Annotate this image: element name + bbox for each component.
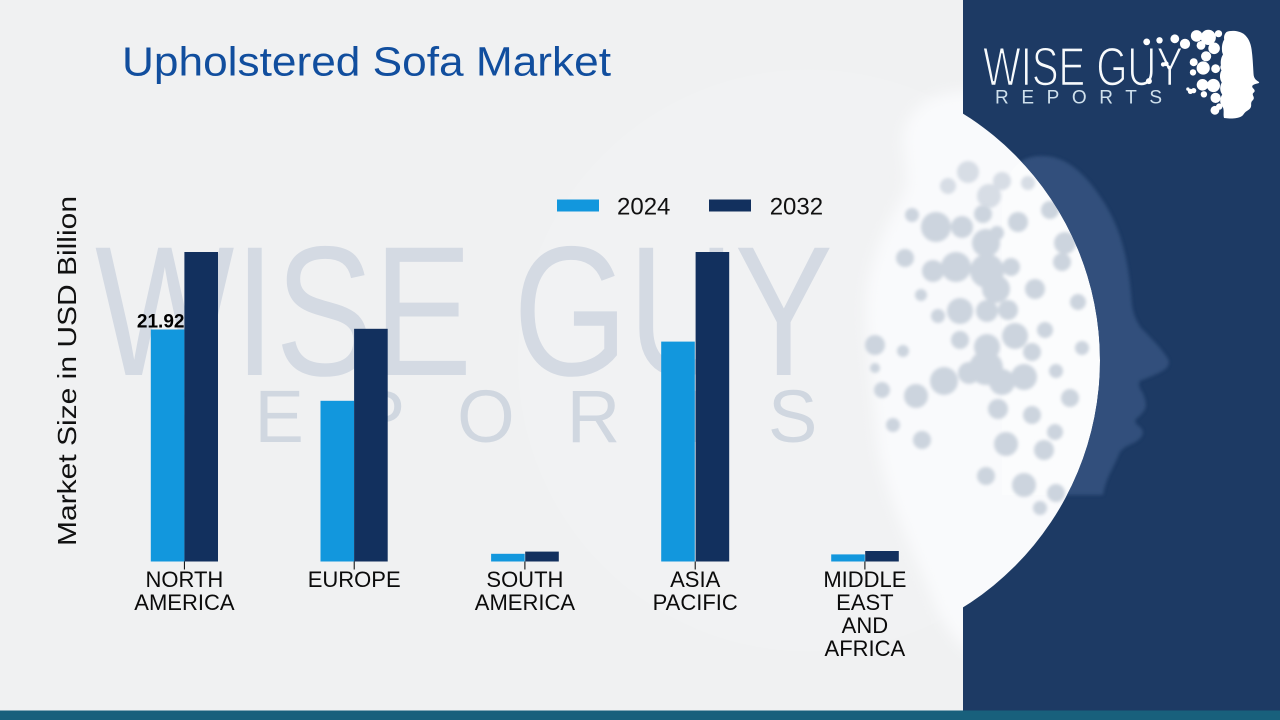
svg-text:2024: 2024	[617, 194, 670, 221]
svg-text:EAST: EAST	[836, 590, 893, 615]
svg-text:REPORTS: REPORTS	[995, 88, 1175, 109]
svg-text:AMERICA: AMERICA	[475, 590, 576, 615]
svg-text:MIDDLE: MIDDLE	[823, 567, 906, 592]
svg-text:AND: AND	[842, 613, 888, 638]
svg-text:ASIA: ASIA	[670, 567, 720, 592]
svg-text:SOUTH: SOUTH	[486, 567, 563, 592]
svg-text:REPORTS: REPORTS	[149, 375, 869, 458]
svg-text:AMERICA: AMERICA	[134, 590, 235, 615]
svg-text:PACIFIC: PACIFIC	[653, 590, 738, 615]
svg-text:21.92: 21.92	[137, 312, 185, 333]
svg-text:WISE GUY: WISE GUY	[983, 36, 1183, 98]
svg-text:Upholstered Sofa Market: Upholstered Sofa Market	[122, 39, 612, 85]
svg-text:Market Size in USD Billion: Market Size in USD Billion	[52, 196, 82, 546]
svg-text:AFRICA: AFRICA	[825, 636, 906, 661]
svg-text:2032: 2032	[770, 194, 823, 221]
svg-text:NORTH: NORTH	[145, 567, 223, 592]
svg-text:EUROPE: EUROPE	[308, 567, 401, 592]
